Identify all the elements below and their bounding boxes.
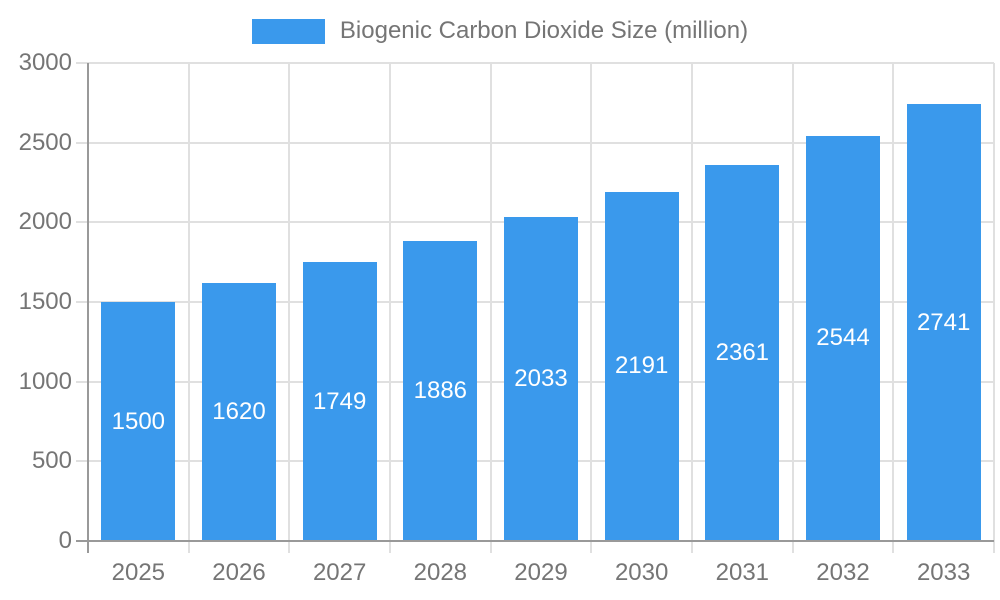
y-tick-label: 1500 <box>18 288 72 315</box>
bar-value-label: 2544 <box>816 324 870 352</box>
v-gridline <box>993 63 995 553</box>
bar-value-label: 1620 <box>212 397 266 425</box>
y-tick-label: 2000 <box>18 208 72 236</box>
y-tick-label: 3000 <box>18 49 72 76</box>
bar: 1620 <box>202 282 276 541</box>
v-gridline <box>691 63 693 553</box>
bar-value-label: 1749 <box>312 387 367 415</box>
bar-value-label: 2361 <box>715 338 770 366</box>
y-axis-line <box>87 63 89 553</box>
h-gridline <box>76 62 994 64</box>
y-tick-label: 500 <box>31 447 72 475</box>
bar-value-label: 2741 <box>916 308 971 336</box>
bar-value-label: 2191 <box>614 352 669 380</box>
v-gridline <box>288 63 291 553</box>
bar: 2361 <box>705 164 780 541</box>
bar: 2544 <box>806 135 880 541</box>
x-tick-label: 2025 <box>111 559 166 586</box>
v-gridline <box>791 63 794 553</box>
v-gridline <box>892 63 895 553</box>
bar: 2033 <box>504 217 578 541</box>
v-gridline <box>389 63 391 553</box>
legend-label: Biogenic Carbon Dioxide Size (million) <box>339 17 749 44</box>
bar: 2741 <box>906 104 981 541</box>
plot-area: 0 500 1000 1500 2000 2500 3000 1500 2025 1620 2026… <box>19 49 995 586</box>
x-tick-label: 2026 <box>212 559 266 586</box>
x-tick-label: 2028 <box>413 559 468 586</box>
legend[interactable]: Biogenic Carbon Dioxide Size (million) <box>0 17 1000 45</box>
x-axis-line <box>76 540 994 542</box>
y-tick-label: 1000 <box>18 367 72 395</box>
y-tick-label: 2500 <box>18 128 72 156</box>
bar: 1886 <box>403 240 478 541</box>
x-tick-label: 2027 <box>312 559 367 586</box>
v-gridline <box>590 63 593 553</box>
bar: 1749 <box>302 262 377 541</box>
bar-value-label: 2033 <box>514 365 568 393</box>
x-tick-label: 2033 <box>916 559 971 586</box>
y-tick-label: 0 <box>58 527 72 554</box>
x-tick-label: 2031 <box>715 559 770 586</box>
x-tick-label: 2029 <box>514 559 568 586</box>
bar: 1500 <box>101 302 176 541</box>
x-tick-label: 2030 <box>614 559 669 586</box>
bar-value-label: 1500 <box>111 407 166 435</box>
x-tick-label: 2032 <box>816 559 870 586</box>
v-gridline <box>187 63 190 553</box>
h-gridline <box>76 141 994 144</box>
v-gridline <box>489 63 492 553</box>
bar-value-label: 1886 <box>413 376 468 404</box>
legend-swatch-icon <box>251 18 325 44</box>
bar: 2191 <box>604 191 679 541</box>
